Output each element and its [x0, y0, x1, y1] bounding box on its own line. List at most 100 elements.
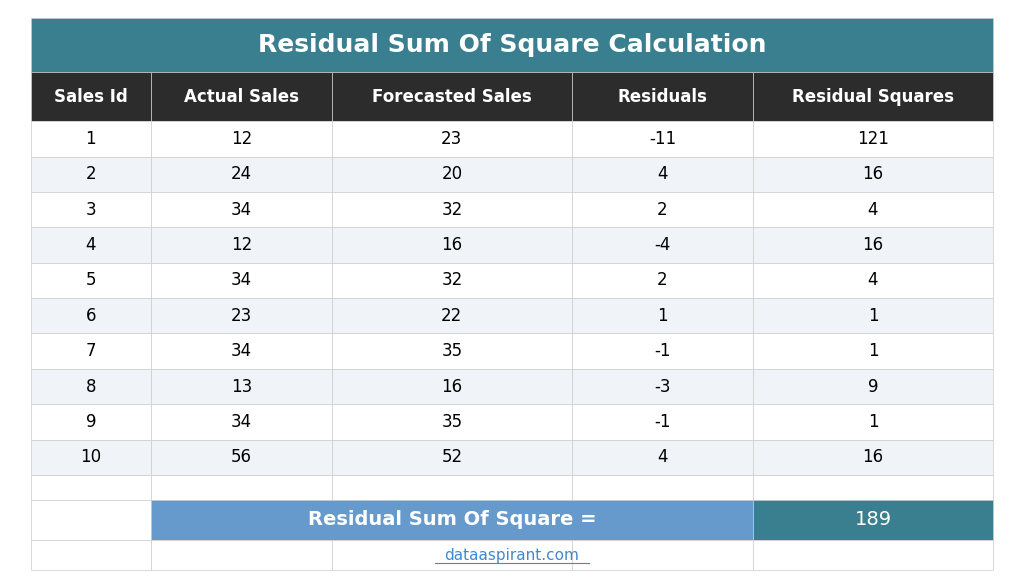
Text: 16: 16 — [441, 236, 463, 254]
Bar — [753, 475, 993, 500]
Bar — [31, 500, 152, 540]
Text: 24: 24 — [230, 165, 252, 183]
Text: 9: 9 — [867, 377, 879, 396]
Bar — [31, 121, 152, 156]
Text: 35: 35 — [441, 413, 463, 431]
Bar — [753, 298, 993, 333]
Bar — [31, 18, 993, 72]
Bar — [152, 440, 332, 475]
Text: 2: 2 — [657, 201, 668, 219]
Text: 1: 1 — [86, 130, 96, 148]
Bar — [572, 333, 753, 369]
Bar — [572, 475, 753, 500]
Bar — [152, 192, 332, 228]
Text: 32: 32 — [441, 272, 463, 289]
Text: Residuals: Residuals — [617, 88, 708, 106]
Bar — [152, 369, 332, 405]
Bar — [31, 540, 152, 570]
Bar — [31, 475, 152, 500]
Text: 4: 4 — [867, 201, 879, 219]
Text: 4: 4 — [657, 165, 668, 183]
Text: 56: 56 — [230, 449, 252, 466]
Bar — [572, 228, 753, 263]
Bar — [152, 540, 332, 570]
Text: 34: 34 — [230, 201, 252, 219]
Bar — [332, 263, 572, 298]
Bar — [332, 121, 572, 156]
Bar — [572, 298, 753, 333]
Text: -4: -4 — [654, 236, 671, 254]
Text: 3: 3 — [86, 201, 96, 219]
Text: -11: -11 — [649, 130, 676, 148]
Bar — [572, 440, 753, 475]
Text: -3: -3 — [654, 377, 671, 396]
Bar — [572, 156, 753, 192]
Bar — [152, 405, 332, 440]
Bar — [152, 298, 332, 333]
Text: 5: 5 — [86, 272, 96, 289]
Text: -1: -1 — [654, 342, 671, 360]
Bar — [753, 72, 993, 121]
Bar — [332, 298, 572, 333]
Text: 189: 189 — [854, 510, 892, 529]
Bar — [31, 440, 152, 475]
Bar — [332, 228, 572, 263]
Text: 16: 16 — [441, 377, 463, 396]
Bar — [753, 333, 993, 369]
Text: 6: 6 — [86, 307, 96, 325]
Bar — [753, 405, 993, 440]
Bar — [152, 228, 332, 263]
Bar — [31, 405, 152, 440]
Bar — [152, 333, 332, 369]
Text: 34: 34 — [230, 272, 252, 289]
Bar — [332, 72, 572, 121]
Bar — [572, 540, 753, 570]
Bar — [753, 263, 993, 298]
Text: 23: 23 — [230, 307, 252, 325]
Text: Sales Id: Sales Id — [54, 88, 128, 106]
Text: Residual Sum Of Square Calculation: Residual Sum Of Square Calculation — [258, 33, 766, 57]
Text: 9: 9 — [86, 413, 96, 431]
Bar — [753, 192, 993, 228]
Text: 1: 1 — [867, 307, 879, 325]
Bar — [753, 156, 993, 192]
Text: 32: 32 — [441, 201, 463, 219]
Text: 23: 23 — [441, 130, 463, 148]
Bar — [332, 440, 572, 475]
Bar — [31, 228, 152, 263]
Bar — [753, 500, 993, 540]
Bar — [332, 333, 572, 369]
Text: dataaspirant.com: dataaspirant.com — [444, 548, 580, 563]
Bar — [753, 121, 993, 156]
Bar — [31, 263, 152, 298]
Text: 2: 2 — [86, 165, 96, 183]
Text: 1: 1 — [867, 342, 879, 360]
Bar — [152, 500, 753, 540]
Bar — [753, 369, 993, 405]
Bar — [572, 263, 753, 298]
Bar — [332, 369, 572, 405]
Text: 8: 8 — [86, 377, 96, 396]
Bar — [31, 192, 152, 228]
Bar — [152, 263, 332, 298]
Bar — [332, 475, 572, 500]
Text: 34: 34 — [230, 342, 252, 360]
Bar — [152, 121, 332, 156]
Bar — [332, 192, 572, 228]
Bar — [152, 475, 332, 500]
Bar — [332, 540, 572, 570]
Text: 35: 35 — [441, 342, 463, 360]
Bar — [572, 72, 753, 121]
Text: 16: 16 — [862, 165, 884, 183]
Text: Residual Squares: Residual Squares — [792, 88, 954, 106]
Bar — [753, 228, 993, 263]
Bar — [152, 72, 332, 121]
Text: -1: -1 — [654, 413, 671, 431]
Text: 22: 22 — [441, 307, 463, 325]
Text: 16: 16 — [862, 449, 884, 466]
Text: 2: 2 — [657, 272, 668, 289]
Bar — [31, 156, 152, 192]
Bar — [332, 156, 572, 192]
Bar — [152, 156, 332, 192]
Text: 4: 4 — [86, 236, 96, 254]
